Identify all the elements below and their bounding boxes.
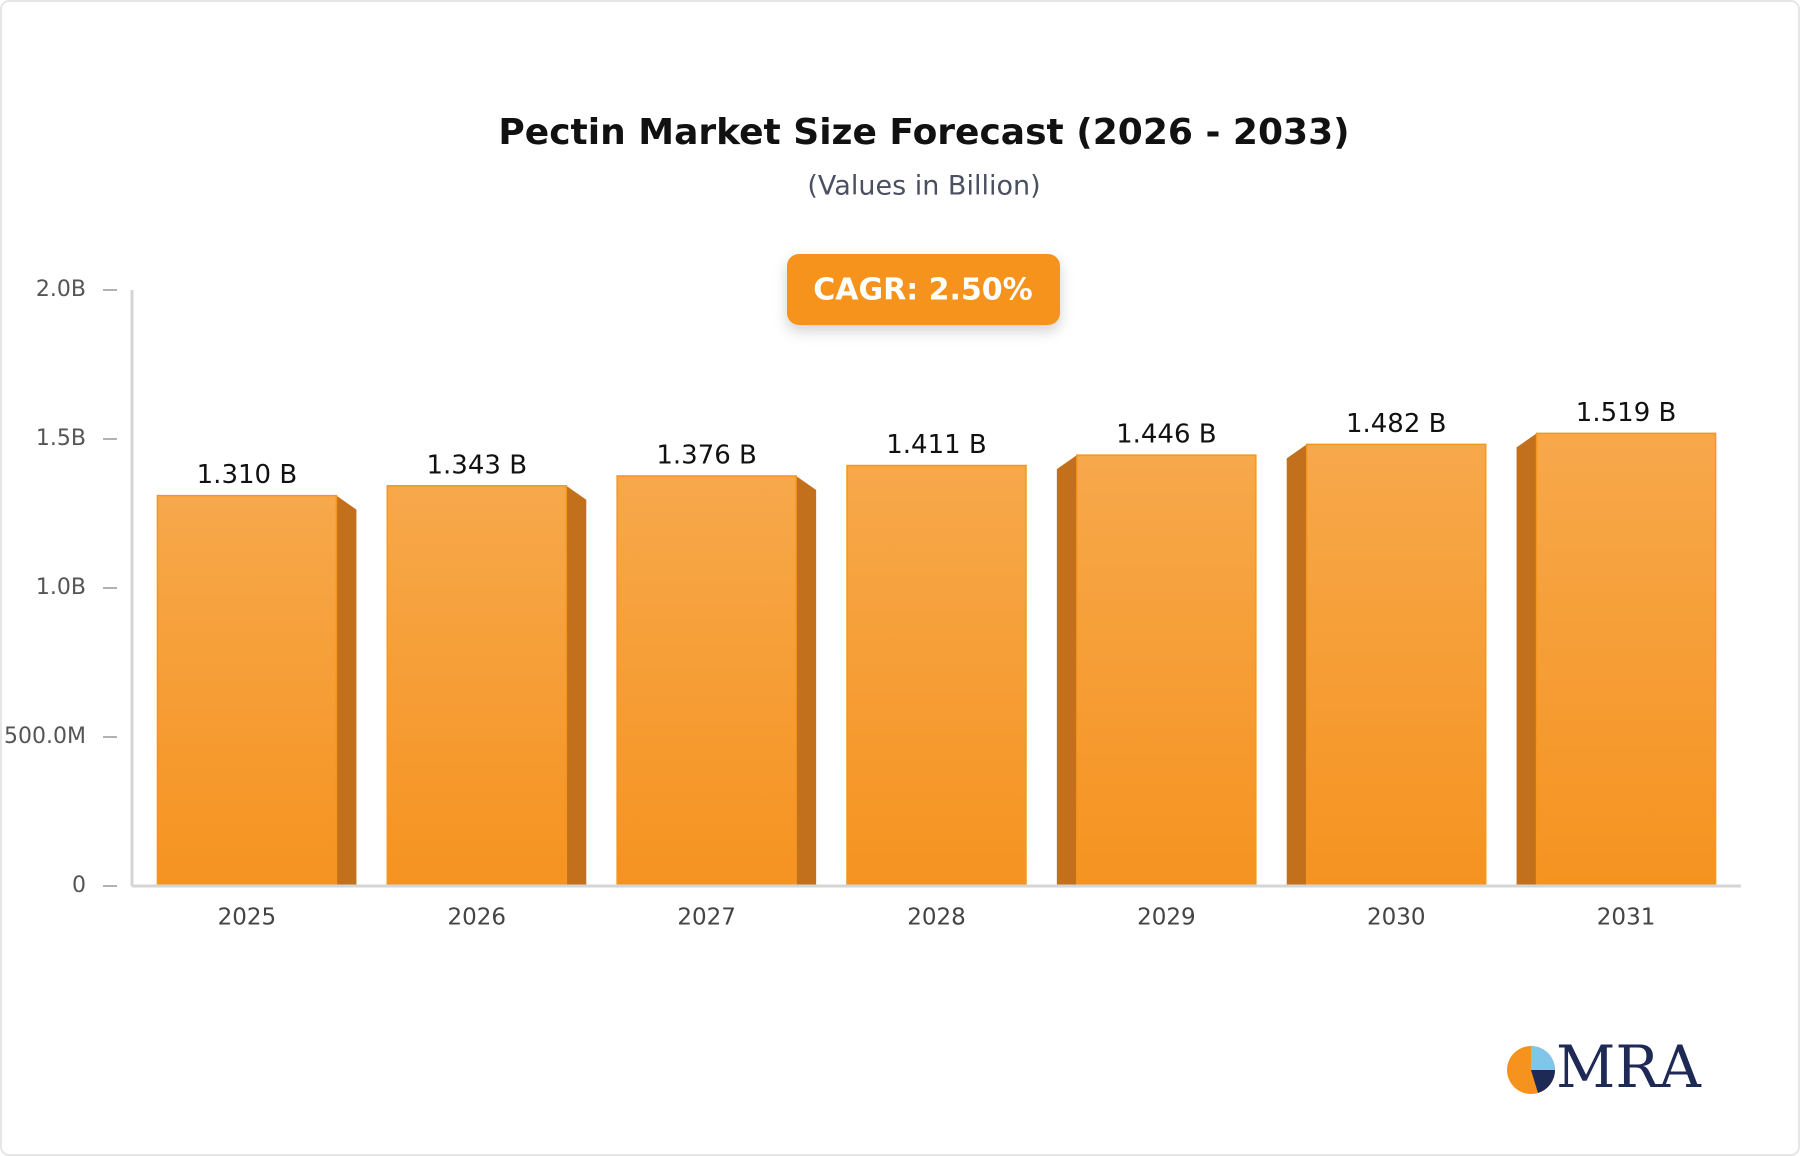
logo-slice bbox=[1531, 1046, 1555, 1070]
x-tick-label: 2028 bbox=[907, 905, 966, 931]
bar-side bbox=[796, 475, 817, 886]
value-label: 1.376 B bbox=[656, 440, 757, 470]
value-label: 1.343 B bbox=[427, 450, 528, 480]
value-label: 1.411 B bbox=[886, 430, 987, 460]
bar-side bbox=[1286, 444, 1307, 886]
bar bbox=[1305, 443, 1487, 887]
x-tick-label: 2025 bbox=[218, 905, 277, 931]
x-tick-label: 2027 bbox=[677, 905, 736, 931]
y-tick-label: 1.0B bbox=[36, 575, 86, 600]
value-label: 1.519 B bbox=[1576, 398, 1677, 428]
value-label: 1.446 B bbox=[1116, 420, 1217, 450]
cagr-badge bbox=[787, 254, 1060, 325]
chart-subtitle: (Values in Billion) bbox=[807, 171, 1040, 202]
bar bbox=[846, 464, 1027, 887]
chart-title: Pectin Market Size Forecast (2026 - 2033… bbox=[498, 112, 1349, 153]
x-tick-label: 2031 bbox=[1597, 905, 1656, 931]
cagr-text: CAGR: 2.50% bbox=[813, 273, 1032, 308]
value-label: 1.482 B bbox=[1346, 409, 1447, 439]
bar-side bbox=[566, 485, 587, 886]
bar-side bbox=[1516, 433, 1537, 886]
x-tick-label: 2030 bbox=[1367, 905, 1426, 931]
bar-side bbox=[336, 495, 357, 886]
value-label: 1.310 B bbox=[197, 460, 298, 490]
y-tick-label: 2.0B bbox=[36, 277, 86, 302]
logo: MRA bbox=[1507, 1033, 1702, 1101]
bar-side bbox=[1056, 455, 1077, 886]
x-tick-label: 2026 bbox=[448, 905, 507, 931]
logo-slice bbox=[1531, 1070, 1556, 1093]
bar bbox=[386, 485, 568, 887]
bar bbox=[616, 475, 797, 887]
logo-text: MRA bbox=[1556, 1033, 1702, 1101]
bar bbox=[1076, 454, 1257, 887]
plot: 0 500.0M 1.0B 1.5B 2.0B 2025 1.310 B 2026 1.343 … bbox=[4, 277, 1741, 931]
y-tick-label: 1.5B bbox=[36, 426, 86, 451]
y-tick-label: 0 bbox=[72, 873, 86, 898]
bar bbox=[1535, 432, 1717, 887]
y-tick-label: 500.0M bbox=[4, 724, 86, 749]
bar bbox=[156, 494, 338, 887]
x-tick-label: 2029 bbox=[1137, 905, 1196, 931]
